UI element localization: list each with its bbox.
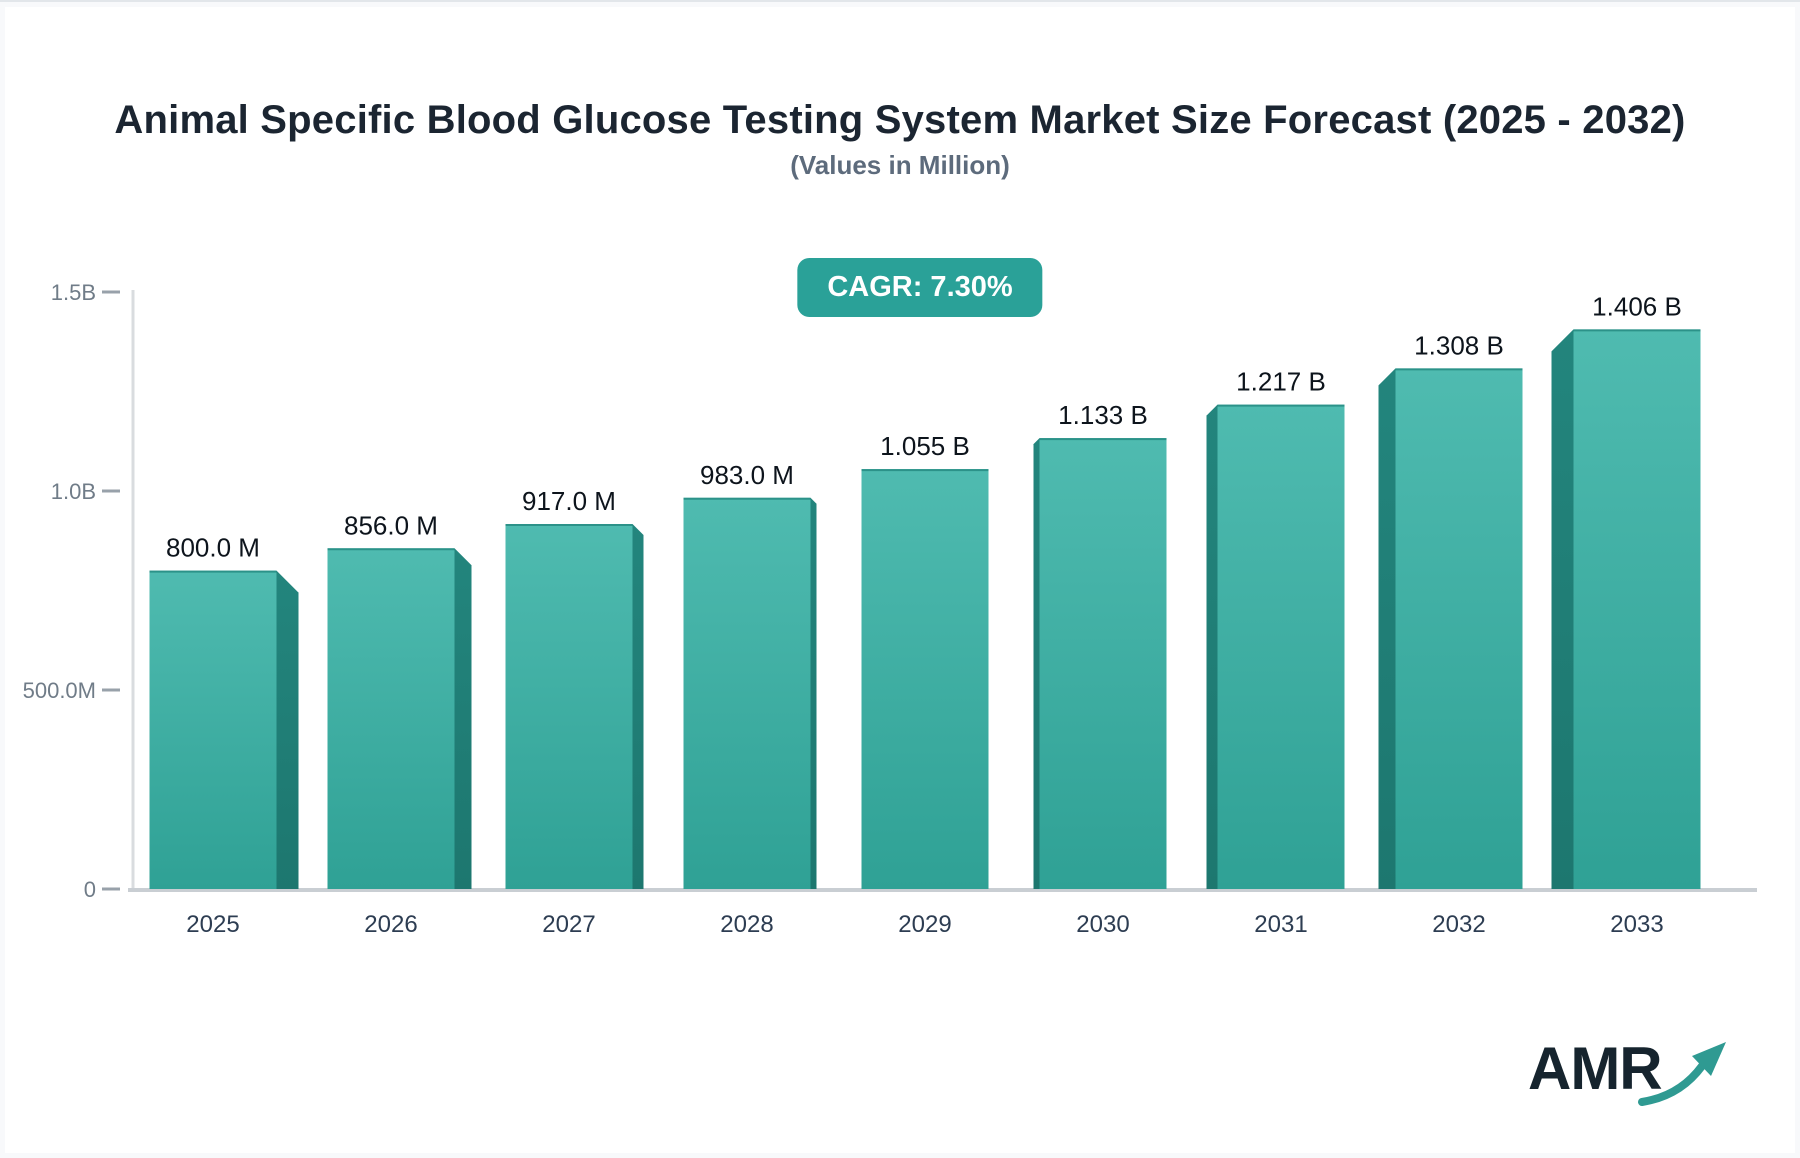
x-category-label: 2032 bbox=[1432, 911, 1485, 938]
bars-layer bbox=[149, 329, 1701, 889]
amr-logo-arrow-icon bbox=[1638, 1042, 1726, 1106]
bar-main-face bbox=[1573, 329, 1701, 889]
bar-side-face bbox=[1551, 329, 1574, 889]
bar-side-face bbox=[1033, 438, 1040, 889]
bar-main-face bbox=[327, 548, 455, 889]
bar-2030 bbox=[1033, 438, 1167, 889]
bar-side-face bbox=[810, 497, 817, 889]
x-category-label: 2030 bbox=[1076, 911, 1129, 938]
bar-side-face bbox=[1378, 368, 1396, 889]
bar-2028 bbox=[683, 497, 817, 889]
bar-side-face bbox=[632, 524, 644, 889]
bar-value-label: 1.308 B bbox=[1414, 330, 1504, 360]
bar-main-face bbox=[683, 497, 811, 889]
bar-side-face bbox=[1206, 404, 1218, 889]
amr-logo-text: AMR bbox=[1528, 1035, 1663, 1102]
bar-main-face bbox=[1039, 438, 1167, 889]
bar-main-face bbox=[1395, 368, 1523, 889]
bar-2029 bbox=[861, 469, 989, 889]
bar-value-label: 856.0 M bbox=[344, 510, 438, 540]
bar-value-label: 983.0 M bbox=[700, 460, 794, 490]
y-tick-label: 0 bbox=[84, 877, 96, 902]
x-category-label: 2028 bbox=[720, 911, 773, 938]
x-category-label: 2025 bbox=[186, 911, 239, 938]
bar-side-face bbox=[276, 570, 299, 889]
bar-main-face bbox=[861, 469, 989, 889]
bar-main-face bbox=[1217, 404, 1345, 889]
labels-layer: 800.0 M 2025 856.0 M 2026 917.0 M 2027 983.0 M… bbox=[166, 291, 1682, 938]
bar-2026 bbox=[327, 548, 472, 889]
x-category-label: 2026 bbox=[364, 911, 417, 938]
bar-value-label: 800.0 M bbox=[166, 533, 260, 563]
bar-value-label: 917.0 M bbox=[522, 486, 616, 516]
x-category-label: 2033 bbox=[1610, 911, 1663, 938]
bar-main-face bbox=[149, 570, 277, 889]
bar-2031 bbox=[1206, 404, 1345, 889]
bar-2032 bbox=[1378, 368, 1523, 889]
y-tick-label: 1.5B bbox=[51, 280, 96, 305]
bar-value-label: 1.055 B bbox=[880, 431, 970, 461]
x-category-label: 2029 bbox=[898, 911, 951, 938]
bar-2033 bbox=[1551, 329, 1701, 889]
bar-2027 bbox=[505, 524, 644, 889]
chart-subtitle: (Values in Million) bbox=[790, 150, 1010, 180]
bar-side-face bbox=[454, 548, 472, 889]
y-tick-label: 500.0M bbox=[23, 678, 96, 703]
bar-value-label: 1.217 B bbox=[1236, 367, 1326, 397]
y-tick-label: 1.0B bbox=[51, 479, 96, 504]
axis-layer: 0 500.0M 1.0B 1.5B bbox=[23, 280, 1757, 902]
x-category-label: 2027 bbox=[542, 911, 595, 938]
amr-logo: AMR bbox=[1528, 1034, 1748, 1124]
bar-2025 bbox=[149, 570, 299, 889]
bar-main-face bbox=[505, 524, 633, 889]
x-category-label: 2031 bbox=[1254, 911, 1307, 938]
bar-value-label: 1.133 B bbox=[1058, 400, 1148, 430]
cagr-badge: CAGR: 7.30% bbox=[797, 258, 1043, 317]
bar-value-label: 1.406 B bbox=[1592, 291, 1682, 321]
chart-title: Animal Specific Blood Glucose Testing Sy… bbox=[114, 98, 1686, 142]
